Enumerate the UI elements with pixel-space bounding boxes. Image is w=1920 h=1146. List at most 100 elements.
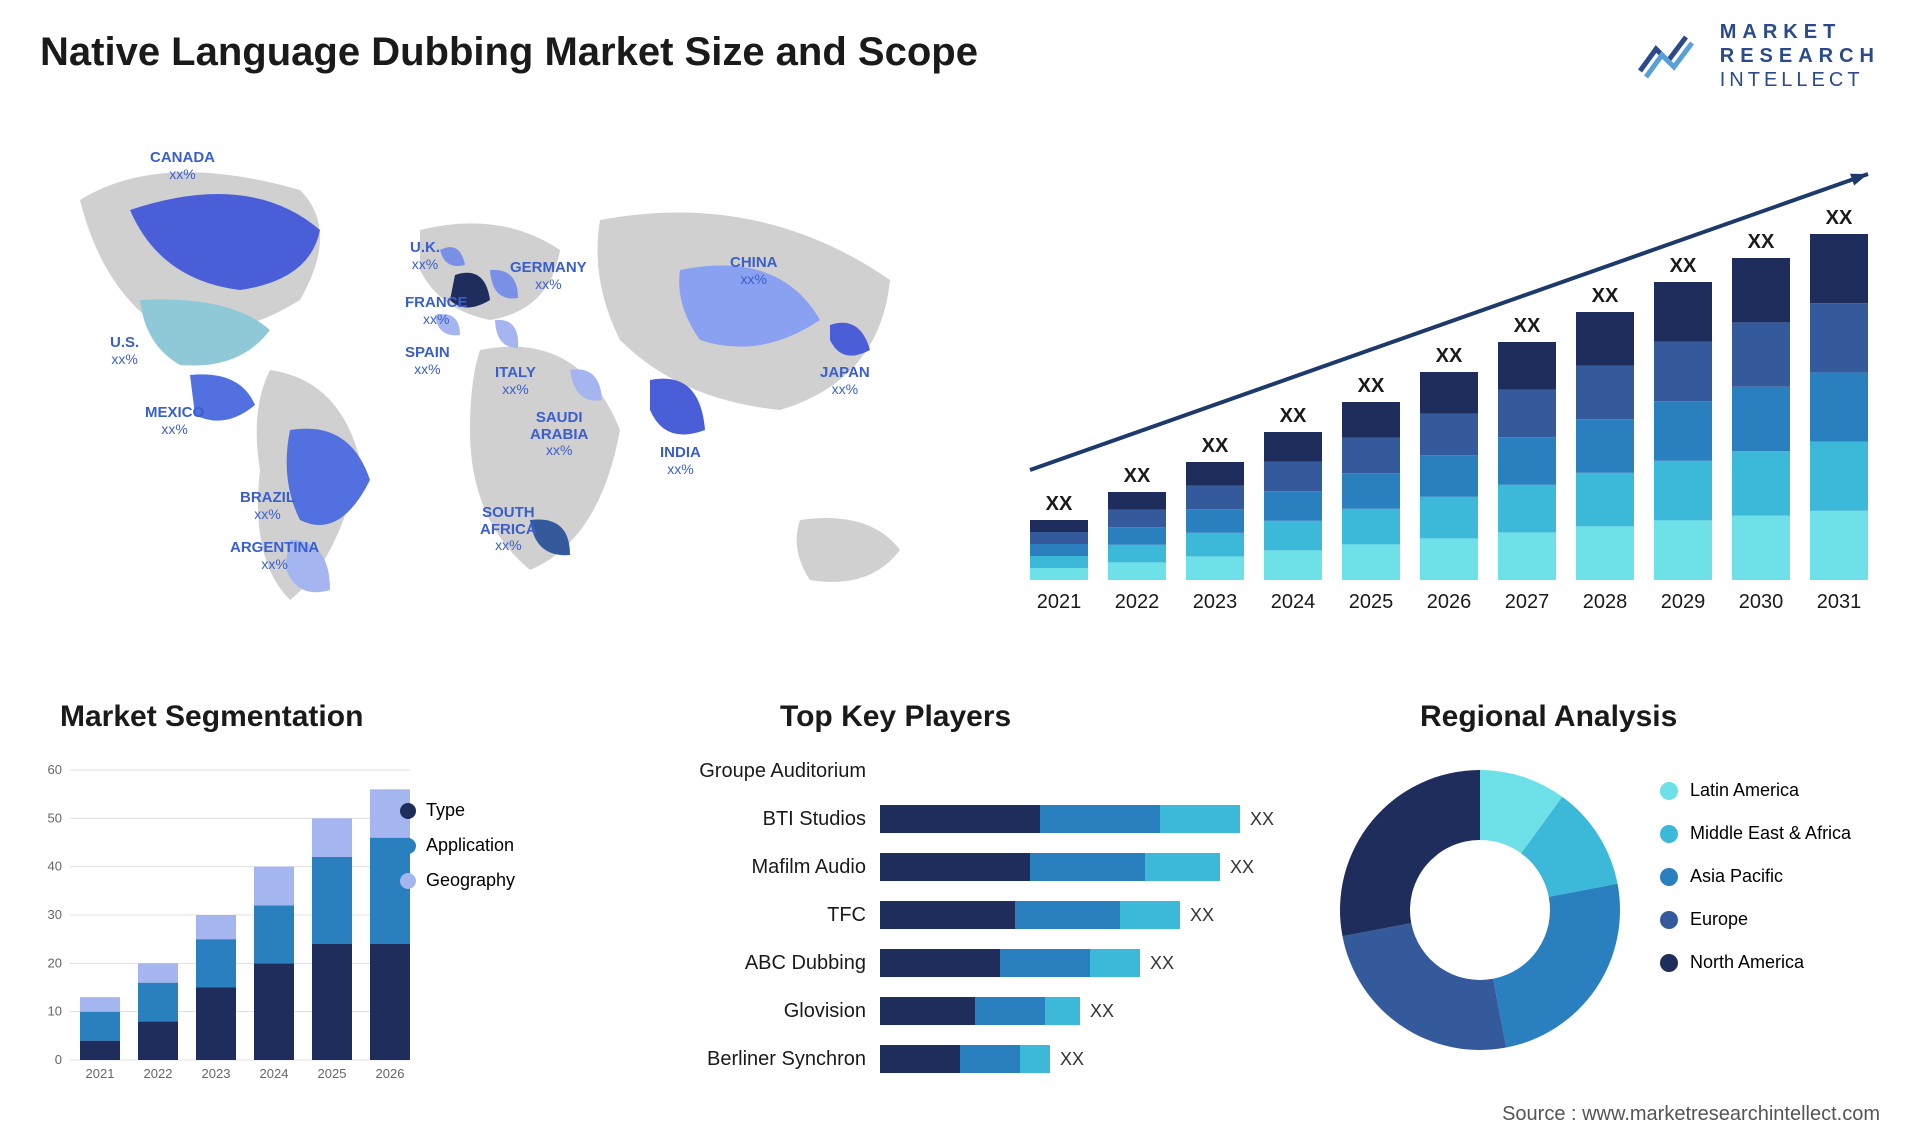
svg-text:2030: 2030: [1739, 591, 1784, 613]
map-label: SPAINxx%: [405, 345, 450, 377]
player-value: XX: [1060, 1049, 1084, 1070]
player-value: XX: [1150, 953, 1174, 974]
map-label: MEXICOxx%: [145, 405, 204, 437]
player-row: BTI Studios XX: [640, 800, 1280, 838]
player-name: BTI Studios: [640, 808, 880, 831]
legend-item: Asia Pacific: [1660, 866, 1851, 887]
legend-item: Europe: [1660, 909, 1851, 930]
player-bar: XX: [880, 805, 1280, 833]
map-label: INDIAxx%: [660, 445, 701, 477]
svg-text:XX: XX: [1670, 255, 1697, 277]
svg-text:XX: XX: [1436, 345, 1463, 367]
svg-text:60: 60: [48, 762, 62, 777]
player-bar: XX: [880, 997, 1280, 1025]
growth-chart: XX 2021 XX 2022 XX 2023 XX 2024 XX 2025 XX 2026 XX 20…: [1010, 150, 1880, 630]
svg-text:XX: XX: [1748, 231, 1775, 253]
svg-text:XX: XX: [1280, 405, 1307, 427]
player-row: ABC Dubbing XX: [640, 944, 1280, 982]
segmentation-legend: TypeApplicationGeography: [400, 800, 515, 905]
svg-text:0: 0: [55, 1052, 62, 1067]
players-chart: Groupe AuditoriumBTI StudiosXXMafilm Aud…: [640, 752, 1280, 1088]
player-name: Berliner Synchron: [640, 1048, 880, 1071]
player-row: Mafilm Audio XX: [640, 848, 1280, 886]
map-label: BRAZILxx%: [240, 490, 295, 522]
map-label: CHINAxx%: [730, 255, 778, 287]
regional-legend: Latin America Middle East & Africa Asia Pa…: [1660, 780, 1851, 995]
map-label: ARGENTINAxx%: [230, 540, 319, 572]
svg-text:2021: 2021: [1037, 591, 1082, 613]
svg-text:XX: XX: [1358, 375, 1385, 397]
svg-text:2025: 2025: [318, 1066, 347, 1081]
world-map: CANADAxx% U.S.xx% MEXICOxx% BRAZILxx% ARGENT…: [40, 120, 960, 640]
map-label: JAPANxx%: [820, 365, 870, 397]
map-label: U.K.xx%: [410, 240, 440, 272]
svg-text:10: 10: [48, 1004, 62, 1019]
player-value: XX: [1090, 1001, 1114, 1022]
player-bar: XX: [880, 853, 1280, 881]
svg-text:XX: XX: [1514, 315, 1541, 337]
player-value: XX: [1250, 809, 1274, 830]
svg-text:40: 40: [48, 859, 62, 874]
svg-text:XX: XX: [1124, 465, 1151, 487]
player-bar: XX: [880, 901, 1280, 929]
svg-text:2026: 2026: [376, 1066, 405, 1081]
player-row: Groupe Auditorium: [640, 752, 1280, 790]
svg-text:2022: 2022: [1115, 591, 1160, 613]
regional-donut: [1330, 760, 1630, 1060]
svg-text:2029: 2029: [1661, 591, 1706, 613]
svg-text:XX: XX: [1592, 285, 1619, 307]
legend-item: Geography: [400, 870, 515, 891]
svg-text:2027: 2027: [1505, 591, 1550, 613]
page-title: Native Language Dubbing Market Size and …: [40, 30, 978, 75]
svg-text:XX: XX: [1046, 493, 1073, 515]
map-label: ITALYxx%: [495, 365, 536, 397]
legend-item: Latin America: [1660, 780, 1851, 801]
legend-item: North America: [1660, 952, 1851, 973]
segmentation-title: Market Segmentation: [60, 700, 363, 734]
svg-text:20: 20: [48, 955, 62, 970]
players-title: Top Key Players: [780, 700, 1011, 734]
player-name: Mafilm Audio: [640, 856, 880, 879]
svg-text:2021: 2021: [86, 1066, 115, 1081]
brand-logo: MARKET RESEARCH INTELLECT: [1638, 20, 1880, 92]
legend-item: Middle East & Africa: [1660, 823, 1851, 844]
svg-text:30: 30: [48, 907, 62, 922]
svg-text:50: 50: [48, 810, 62, 825]
player-value: XX: [1230, 857, 1254, 878]
svg-text:2023: 2023: [202, 1066, 231, 1081]
svg-text:XX: XX: [1202, 435, 1229, 457]
logo-mark-icon: [1638, 31, 1708, 81]
svg-text:2031: 2031: [1817, 591, 1862, 613]
svg-text:2023: 2023: [1193, 591, 1238, 613]
svg-text:2024: 2024: [1271, 591, 1316, 613]
svg-text:2025: 2025: [1349, 591, 1394, 613]
svg-text:2022: 2022: [144, 1066, 173, 1081]
legend-item: Application: [400, 835, 515, 856]
svg-text:XX: XX: [1826, 207, 1853, 229]
player-bar: [880, 757, 1280, 785]
logo-line3: INTELLECT: [1720, 68, 1880, 92]
svg-text:2028: 2028: [1583, 591, 1628, 613]
svg-text:2026: 2026: [1427, 591, 1472, 613]
player-name: Glovision: [640, 1000, 880, 1023]
map-label: FRANCExx%: [405, 295, 468, 327]
map-label: U.S.xx%: [110, 335, 139, 367]
map-label: SOUTHAFRICAxx%: [480, 505, 537, 553]
player-row: Berliner Synchron XX: [640, 1040, 1280, 1078]
player-row: TFC XX: [640, 896, 1280, 934]
map-label: SAUDIARABIAxx%: [530, 410, 588, 458]
regional-title: Regional Analysis: [1420, 700, 1677, 734]
player-name: TFC: [640, 904, 880, 927]
map-label: CANADAxx%: [150, 150, 215, 182]
logo-line1: MARKET: [1720, 20, 1880, 44]
player-row: Glovision XX: [640, 992, 1280, 1030]
source-text: Source : www.marketresearchintellect.com: [1502, 1103, 1880, 1126]
player-value: XX: [1190, 905, 1214, 926]
logo-line2: RESEARCH: [1720, 44, 1880, 68]
player-name: Groupe Auditorium: [640, 760, 880, 783]
player-bar: XX: [880, 1045, 1280, 1073]
svg-text:2024: 2024: [260, 1066, 289, 1081]
player-bar: XX: [880, 949, 1280, 977]
player-name: ABC Dubbing: [640, 952, 880, 975]
logo-text: MARKET RESEARCH INTELLECT: [1720, 20, 1880, 92]
